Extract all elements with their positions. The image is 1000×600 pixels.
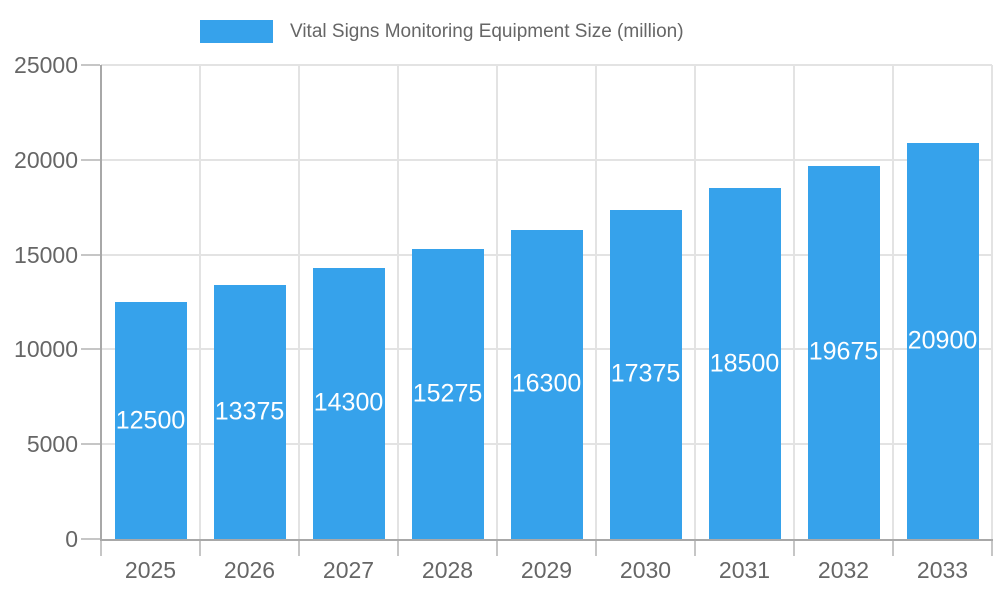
gridline-vertical — [397, 65, 399, 539]
legend-label: Vital Signs Monitoring Equipment Size (m… — [290, 20, 684, 42]
bar-value-label: 19675 — [808, 337, 879, 366]
y-axis-line — [100, 65, 102, 541]
x-axis-tick-label: 2031 — [718, 557, 771, 583]
y-axis-tick — [81, 443, 100, 446]
x-axis-tick — [199, 541, 201, 556]
x-axis-line — [100, 539, 993, 541]
x-axis-tick-label: 2032 — [817, 557, 870, 583]
x-axis-tick-label: 2033 — [916, 557, 969, 583]
bar[interactable]: 13375 — [213, 285, 286, 539]
gridline-horizontal — [101, 64, 992, 66]
y-axis-tick-label: 15000 — [14, 241, 78, 268]
x-axis-tick — [892, 541, 894, 556]
y-axis-tick — [81, 158, 100, 161]
y-axis-tick-label: 20000 — [14, 146, 78, 173]
x-axis-tick-label: 2028 — [421, 557, 474, 583]
x-axis-tick-label: 2027 — [322, 557, 375, 583]
bar-value-label: 15275 — [412, 379, 483, 408]
bar-value-label: 16300 — [511, 369, 582, 398]
y-axis-tick — [81, 64, 100, 66]
y-axis-tick-label: 25000 — [14, 52, 78, 78]
x-axis-tick — [496, 541, 498, 556]
y-axis-tick-label: 10000 — [14, 336, 78, 363]
y-axis-tick — [81, 253, 100, 256]
x-axis-tick-label: 2025 — [124, 557, 177, 583]
gridline-vertical — [991, 65, 993, 539]
bar[interactable]: 17375 — [609, 209, 682, 539]
x-axis-tick — [595, 541, 597, 556]
bar[interactable]: 18500 — [708, 188, 781, 539]
bar[interactable]: 12500 — [114, 302, 187, 539]
x-axis-tick — [298, 541, 300, 556]
gridline-vertical — [793, 65, 795, 539]
y-axis-tick — [81, 538, 100, 540]
x-axis-tick — [991, 541, 993, 556]
bar-value-label: 13375 — [214, 397, 285, 426]
bar-value-label: 20900 — [907, 326, 978, 355]
y-axis-tick — [81, 348, 100, 351]
gridline-horizontal — [101, 158, 992, 161]
bar[interactable]: 19675 — [807, 165, 880, 539]
bar-value-label: 18500 — [709, 349, 780, 378]
x-axis-tick-label: 2026 — [223, 557, 276, 583]
x-axis-tick — [793, 541, 795, 556]
bar[interactable]: 20900 — [906, 142, 979, 539]
legend-item[interactable]: Vital Signs Monitoring Equipment Size (m… — [200, 20, 684, 43]
bar[interactable]: 14300 — [312, 267, 385, 539]
bar[interactable]: 15275 — [411, 249, 484, 539]
x-axis-tick — [100, 541, 102, 556]
y-axis-tick-label: 0 — [65, 526, 78, 552]
gridline-vertical — [199, 65, 201, 539]
gridline-vertical — [892, 65, 894, 539]
plot-area: 12500 13375 14300 15275 16300 17375 18500 19675… — [101, 64, 993, 539]
x-axis-tick-label: 2029 — [520, 557, 573, 583]
gridline-vertical — [496, 65, 498, 539]
bar-value-label: 14300 — [313, 388, 384, 417]
x-axis-tick — [397, 541, 399, 556]
bar-value-label: 17375 — [610, 359, 681, 388]
x-axis-tick — [694, 541, 696, 556]
x-axis-tick-label: 2030 — [619, 557, 672, 583]
gridline-vertical — [595, 65, 597, 539]
bar-value-label: 12500 — [115, 406, 186, 434]
bar[interactable]: 16300 — [510, 229, 583, 539]
gridline-vertical — [694, 65, 696, 539]
y-axis-tick-label: 5000 — [26, 431, 78, 458]
legend-swatch-icon — [200, 20, 273, 43]
gridline-vertical — [298, 65, 300, 539]
